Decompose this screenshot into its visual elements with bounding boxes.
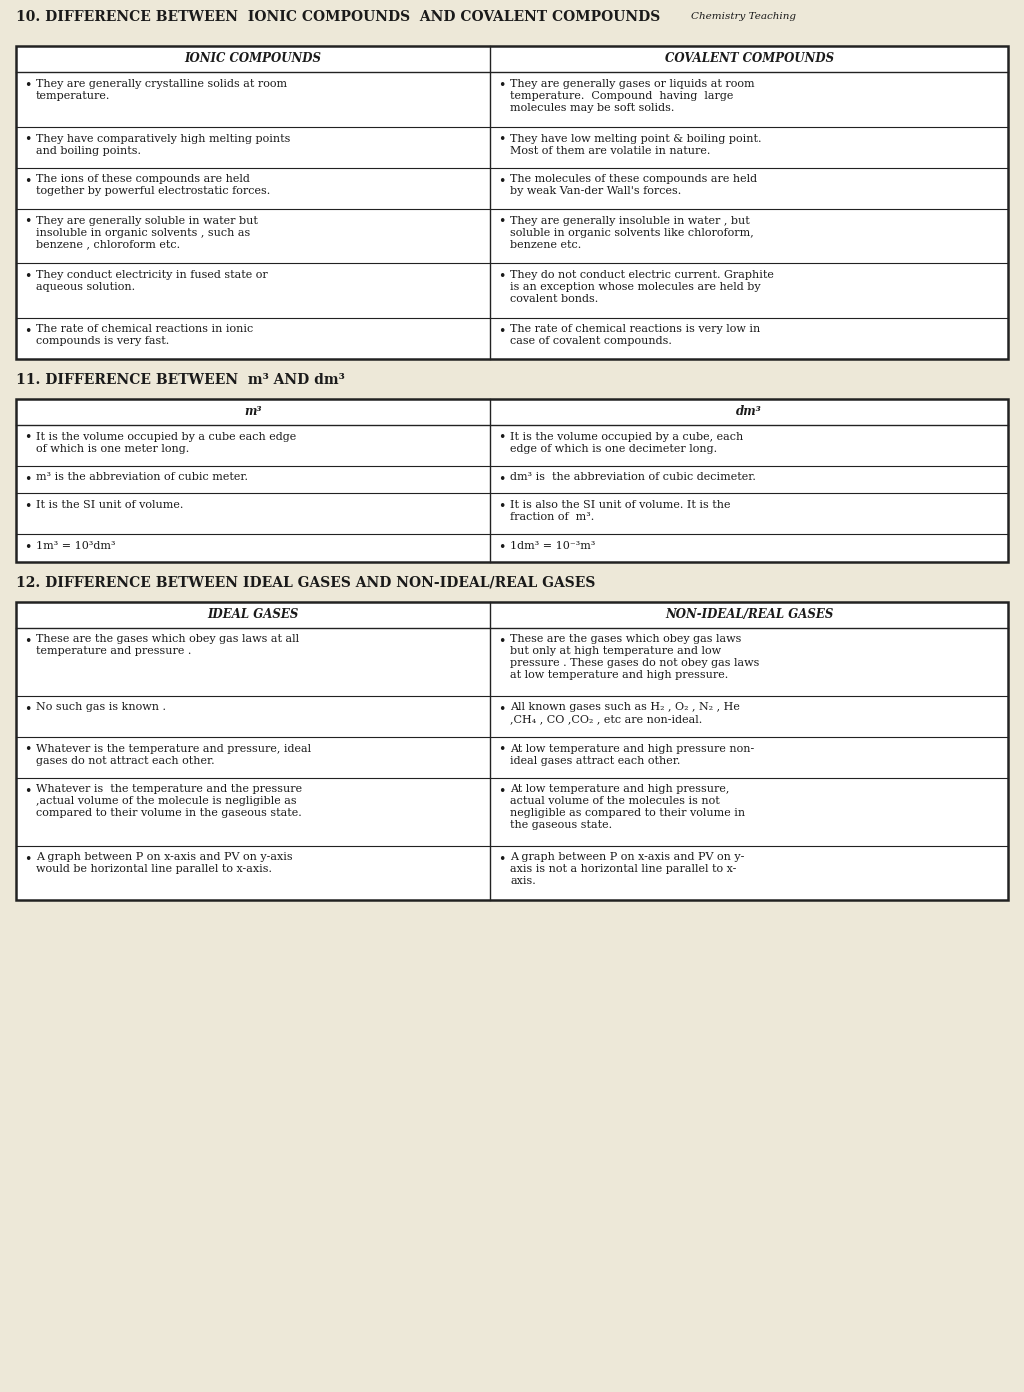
Text: They have comparatively high melting points
and boiling points.: They have comparatively high melting poi… <box>36 134 291 156</box>
Text: •: • <box>24 852 32 866</box>
Text: •: • <box>498 134 506 146</box>
Text: They are generally soluble in water but
insoluble in organic solvents , such as
: They are generally soluble in water but … <box>36 216 258 249</box>
Text: •: • <box>24 703 32 715</box>
Text: •: • <box>498 432 506 444</box>
Text: •: • <box>24 324 32 337</box>
Text: •: • <box>24 79 32 92</box>
Text: dm³ is  the abbreviation of cubic decimeter.: dm³ is the abbreviation of cubic decimet… <box>510 472 756 483</box>
Text: They conduct electricity in fused state or
aqueous solution.: They conduct electricity in fused state … <box>36 270 267 292</box>
Text: dm³: dm³ <box>736 405 762 418</box>
Text: •: • <box>498 635 506 647</box>
Bar <box>16 601 1008 901</box>
Text: •: • <box>24 743 32 756</box>
Text: IDEAL GASES: IDEAL GASES <box>208 608 299 621</box>
Text: m³ is the abbreviation of cubic meter.: m³ is the abbreviation of cubic meter. <box>36 472 248 483</box>
Text: •: • <box>498 270 506 283</box>
Bar <box>16 398 1008 561</box>
Text: 1dm³ = 10⁻³m³: 1dm³ = 10⁻³m³ <box>510 541 596 551</box>
Text: •: • <box>498 472 506 486</box>
Text: •: • <box>498 216 506 228</box>
Text: •: • <box>24 785 32 798</box>
Text: •: • <box>498 785 506 798</box>
Text: •: • <box>24 216 32 228</box>
Text: 11. DIFFERENCE BETWEEN  m³ AND dm³: 11. DIFFERENCE BETWEEN m³ AND dm³ <box>16 373 345 387</box>
Text: They are generally crystalline solids at room
temperature.: They are generally crystalline solids at… <box>36 79 287 102</box>
Text: •: • <box>24 635 32 647</box>
Text: •: • <box>498 743 506 756</box>
Text: •: • <box>498 541 506 554</box>
Text: •: • <box>24 500 32 514</box>
Text: •: • <box>498 174 506 188</box>
Text: COVALENT COMPOUNDS: COVALENT COMPOUNDS <box>665 53 834 65</box>
Text: The ions of these compounds are held
together by powerful electrostatic forces.: The ions of these compounds are held tog… <box>36 174 270 196</box>
Text: •: • <box>498 324 506 337</box>
Text: The rate of chemical reactions in ionic
compounds is very fast.: The rate of chemical reactions in ionic … <box>36 324 253 347</box>
Text: Chemistry Teaching: Chemistry Teaching <box>690 13 796 21</box>
Text: It is also the SI unit of volume. It is the
fraction of  m³.: It is also the SI unit of volume. It is … <box>510 500 731 522</box>
Text: •: • <box>24 541 32 554</box>
Text: At low temperature and high pressure,
actual volume of the molecules is not
negl: At low temperature and high pressure, ac… <box>510 785 745 831</box>
Text: •: • <box>24 432 32 444</box>
Text: A graph between P on x-axis and PV on y-
axis is not a horizontal line parallel : A graph between P on x-axis and PV on y-… <box>510 852 744 887</box>
Text: IONIC COMPOUNDS: IONIC COMPOUNDS <box>184 53 322 65</box>
Text: It is the volume occupied by a cube, each
edge of which is one decimeter long.: It is the volume occupied by a cube, eac… <box>510 432 743 454</box>
Text: A graph between P on x-axis and PV on y-axis
would be horizontal line parallel t: A graph between P on x-axis and PV on y-… <box>36 852 293 874</box>
Text: 12. DIFFERENCE BETWEEN IDEAL GASES AND NON-IDEAL/REAL GASES: 12. DIFFERENCE BETWEEN IDEAL GASES AND N… <box>16 575 595 589</box>
Text: •: • <box>498 852 506 866</box>
Text: It is the volume occupied by a cube each edge
of which is one meter long.: It is the volume occupied by a cube each… <box>36 432 296 454</box>
Text: m³: m³ <box>245 405 262 418</box>
Text: The rate of chemical reactions is very low in
case of covalent compounds.: The rate of chemical reactions is very l… <box>510 324 761 347</box>
Text: All known gases such as H₂ , O₂ , N₂ , He
,CH₄ , CO ,CO₂ , etc are non-ideal.: All known gases such as H₂ , O₂ , N₂ , H… <box>510 703 740 724</box>
Text: The molecules of these compounds are held
by weak Van-der Wall's forces.: The molecules of these compounds are hel… <box>510 174 758 196</box>
Text: At low temperature and high pressure non-
ideal gases attract each other.: At low temperature and high pressure non… <box>510 743 755 766</box>
Text: They have low melting point & boiling point.
Most of them are volatile in nature: They have low melting point & boiling po… <box>510 134 762 156</box>
Text: •: • <box>498 79 506 92</box>
Text: NON-IDEAL/REAL GASES: NON-IDEAL/REAL GASES <box>665 608 834 621</box>
Bar <box>16 46 1008 359</box>
Text: Whatever is  the temperature and the pressure
,actual volume of the molecule is : Whatever is the temperature and the pres… <box>36 785 302 818</box>
Text: They do not conduct electric current. Graphite
is an exception whose molecules a: They do not conduct electric current. Gr… <box>510 270 774 303</box>
Text: They are generally gases or liquids at room
temperature.  Compound  having  larg: They are generally gases or liquids at r… <box>510 79 755 113</box>
Text: •: • <box>24 270 32 283</box>
Text: •: • <box>498 703 506 715</box>
Text: Whatever is the temperature and pressure, ideal
gases do not attract each other.: Whatever is the temperature and pressure… <box>36 743 311 766</box>
Text: It is the SI unit of volume.: It is the SI unit of volume. <box>36 500 183 509</box>
Text: These are the gases which obey gas laws at all
temperature and pressure .: These are the gases which obey gas laws … <box>36 635 299 657</box>
Text: 1m³ = 10³dm³: 1m³ = 10³dm³ <box>36 541 116 551</box>
Text: No such gas is known .: No such gas is known . <box>36 703 166 713</box>
Text: •: • <box>24 472 32 486</box>
Text: •: • <box>24 174 32 188</box>
Text: •: • <box>24 134 32 146</box>
Text: They are generally insoluble in water , but
soluble in organic solvents like chl: They are generally insoluble in water , … <box>510 216 754 249</box>
Text: 10. DIFFERENCE BETWEEN  IONIC COMPOUNDS  AND COVALENT COMPOUNDS: 10. DIFFERENCE BETWEEN IONIC COMPOUNDS A… <box>16 10 660 24</box>
Text: •: • <box>498 500 506 514</box>
Text: These are the gases which obey gas laws
but only at high temperature and low
pre: These are the gases which obey gas laws … <box>510 635 760 681</box>
